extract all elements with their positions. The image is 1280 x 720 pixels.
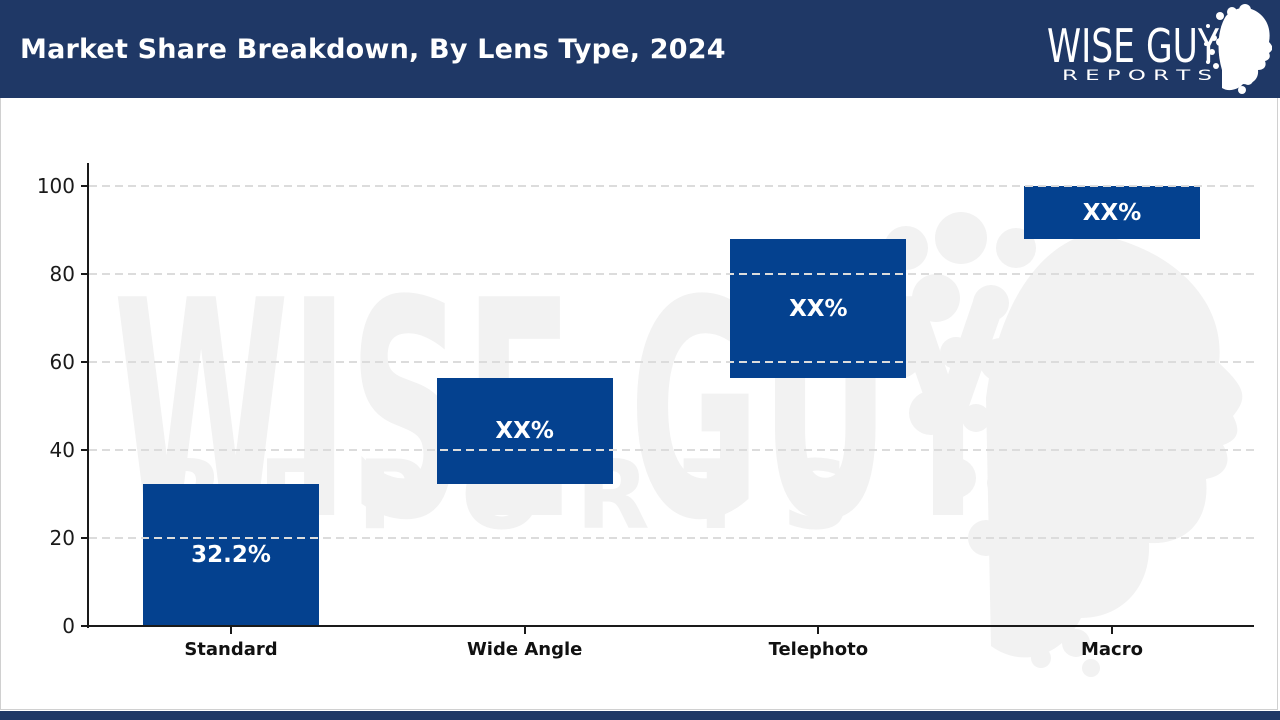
logo-head-icon: [1204, 4, 1272, 94]
y-tick-label: 40: [49, 438, 75, 462]
bar-wide-angle: [436, 378, 613, 485]
wiseguy-logo: WISE GUY R E P O R T S: [1047, 4, 1272, 94]
y-tick-label: 60: [49, 350, 75, 374]
chart-area: WISE GUY R E P O R T S 32.2% XX% XX% XX% 0 20…: [0, 98, 1278, 710]
waterfall-chart: 32.2% XX% XX% XX% 0 20 40 60 80 100 Standard Wide A…: [1, 98, 1279, 709]
x-category-label: Wide Angle: [466, 639, 583, 660]
x-tick-mark: [523, 627, 526, 634]
y-axis-line: [87, 163, 89, 628]
x-category-label: Standard: [184, 639, 278, 660]
x-category-label: Telephoto: [768, 639, 869, 660]
y-tick-mark: [81, 361, 89, 363]
bar-standard: [143, 484, 319, 626]
bar-macro: [1024, 186, 1200, 240]
bar-value-label: XX%: [789, 295, 848, 322]
x-axis-line: [87, 625, 1254, 627]
logo-subtext: R E P O R T S: [1062, 68, 1212, 84]
y-tick-mark: [81, 625, 89, 627]
gridline-80: [89, 273, 1254, 275]
gridline-40: [89, 449, 1254, 451]
gridline-60: [89, 361, 1254, 363]
bar-value-label: XX%: [495, 418, 554, 445]
y-tick-label: 0: [62, 614, 75, 638]
header-bar: Market Share Breakdown, By Lens Type, 20…: [0, 0, 1280, 98]
logo-wordmark: WISE GUY: [1047, 19, 1220, 73]
footer-bar: [0, 711, 1280, 720]
x-category-label: Macro: [1081, 639, 1143, 660]
y-tick-mark: [81, 537, 89, 539]
gridline-100: [89, 185, 1254, 187]
x-tick-mark: [1111, 627, 1113, 634]
y-tick-label: 100: [36, 174, 75, 198]
y-tick-label: 80: [49, 262, 75, 286]
y-tick-mark: [81, 273, 89, 275]
bar-value-label: XX%: [1082, 199, 1142, 226]
x-tick-mark: [230, 627, 232, 634]
x-tick-mark: [817, 627, 820, 634]
watermark-head-icon: [865, 212, 1243, 677]
y-tick-mark: [81, 449, 89, 451]
y-tick-mark: [81, 185, 89, 187]
bar-telephoto: [730, 239, 907, 379]
bar-value-label: 32.2%: [191, 542, 271, 569]
y-tick-label: 20: [49, 526, 75, 550]
gridline-20: [89, 537, 1254, 539]
chart-title: Market Share Breakdown, By Lens Type, 20…: [20, 33, 726, 65]
